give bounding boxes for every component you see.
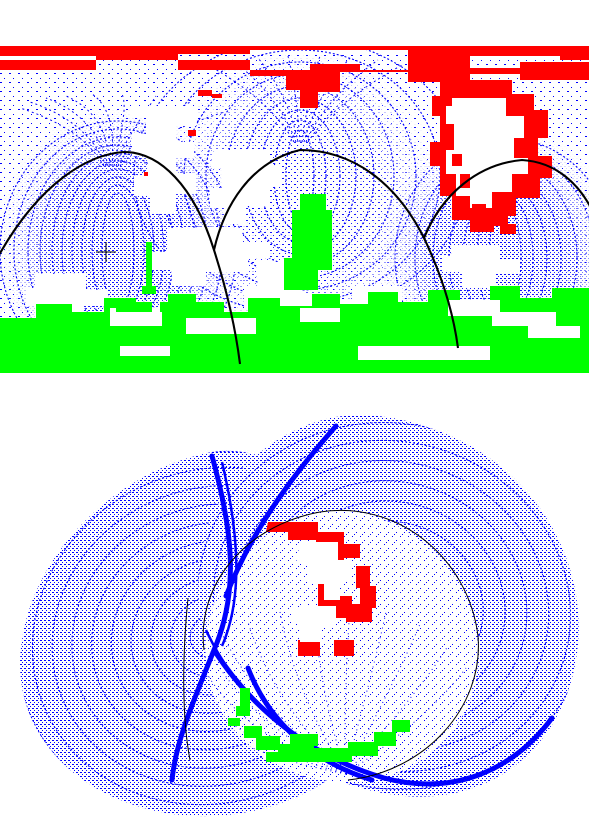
iso-contour-curves (0, 148, 589, 365)
globe-panel-canvas (0, 400, 603, 827)
orthographic-globe-panel (0, 400, 603, 827)
map-panel-canvas (0, 46, 589, 373)
globe-green-patches (228, 688, 410, 762)
equirectangular-map-panel (0, 46, 589, 373)
globe-landmass-interior (292, 542, 352, 642)
globe-outline-curves (183, 510, 479, 781)
crosshair-marks (96, 242, 116, 262)
south-polar-region (0, 194, 589, 373)
streamlines-left-fan (19, 93, 225, 167)
